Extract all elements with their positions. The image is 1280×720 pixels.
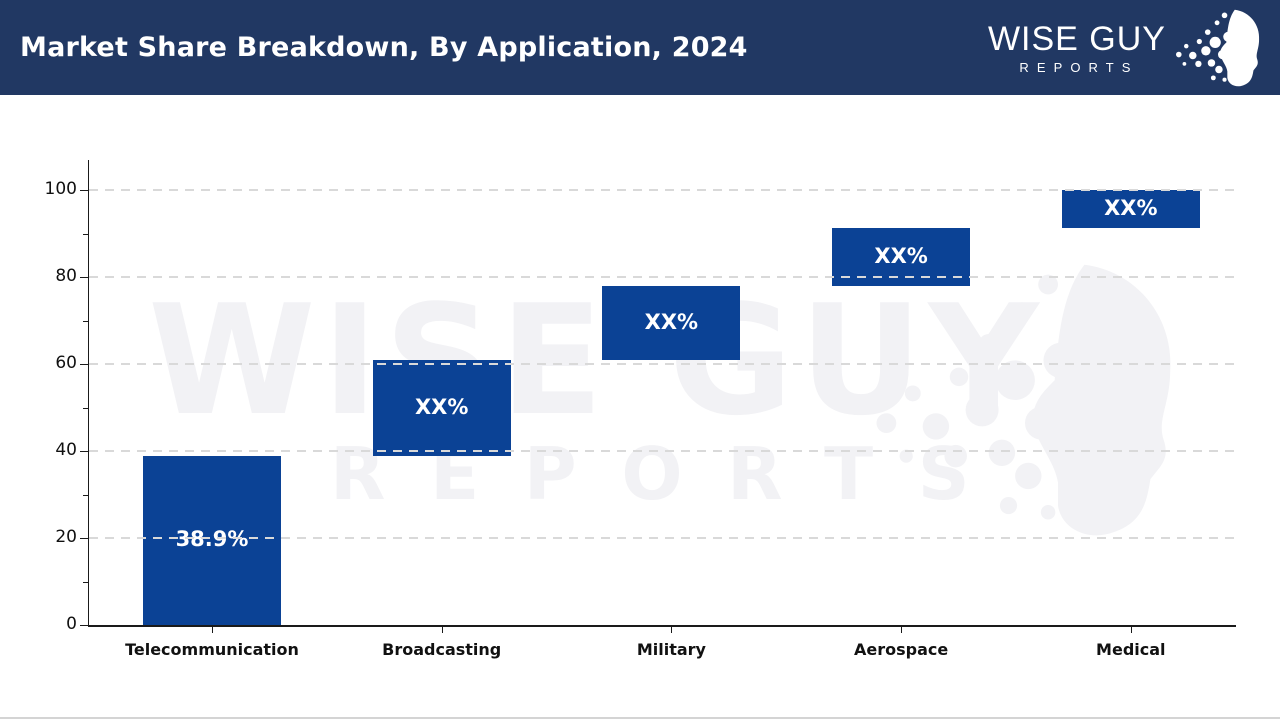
- y-tick-80: [80, 277, 88, 278]
- bar-military: XX%: [602, 285, 741, 360]
- y-minor-tick-30: [83, 494, 88, 496]
- y-tick-label-20: 20: [55, 527, 77, 547]
- wise-guy-logo: WISE GUY REPORTS: [988, 6, 1280, 90]
- plot-area: 0 20 40 60 80 100 38.9% Telecommunication XX% Bro…: [45, 160, 1236, 659]
- x-tick-2: [671, 625, 673, 633]
- x-category-label: Broadcasting: [382, 640, 502, 659]
- gridline-100: [89, 189, 1236, 191]
- bar-medical: XX%: [1061, 190, 1200, 229]
- x-category-label: Medical: [1096, 640, 1166, 659]
- y-tick-0: [80, 625, 88, 626]
- x-category-label: Telecommunication: [125, 640, 299, 659]
- x-category-label: Military: [636, 640, 706, 659]
- gridline-60: [89, 363, 1236, 365]
- bar-value-label: XX%: [644, 309, 699, 334]
- y-tick-100: [80, 190, 88, 191]
- y-tick-label-0: 0: [66, 614, 77, 634]
- logo-text: WISE GUY REPORTS: [988, 22, 1166, 74]
- y-minor-tick-90: [83, 233, 88, 235]
- y-tick-20: [80, 538, 88, 539]
- page-title: Market Share Breakdown, By Application, …: [20, 32, 748, 63]
- y-minor-tick-10: [83, 581, 88, 583]
- gridline-40: [89, 450, 1236, 452]
- x-tick-0: [212, 625, 213, 633]
- x-tick-3: [901, 625, 903, 633]
- logo-wordmark: WISE GUY: [987, 19, 1166, 58]
- x-category-label: Aerospace: [853, 640, 949, 659]
- bar-value-label: XX%: [874, 243, 928, 268]
- y-tick-label-80: 80: [55, 266, 77, 286]
- bar-value-label: 38.9%: [175, 527, 249, 552]
- gridline-80: [89, 276, 1236, 278]
- bar-telecommunication: 38.9%: [143, 455, 281, 625]
- x-tick-4: [1130, 625, 1132, 633]
- y-tick-60: [80, 364, 88, 365]
- y-tick-40: [80, 451, 88, 452]
- logo-face-dots-icon: [1176, 9, 1260, 86]
- bottom-divider: [0, 717, 1280, 719]
- bar-broadcasting: XX%: [372, 359, 511, 456]
- bar-value-label: XX%: [1104, 196, 1158, 221]
- header-band: Market Share Breakdown, By Application, …: [0, 0, 1280, 95]
- logo-subtitle: REPORTS: [1019, 59, 1139, 75]
- y-tick-label-100: 100: [44, 179, 77, 199]
- bar-value-label: XX%: [414, 394, 469, 419]
- x-tick-1: [441, 625, 443, 633]
- y-minor-tick-70: [83, 320, 88, 322]
- y-tick-label-40: 40: [55, 440, 77, 460]
- y-tick-label-60: 60: [55, 353, 77, 373]
- y-minor-tick-50: [83, 407, 88, 409]
- gridline-20: [89, 537, 1236, 539]
- watermark-face-icon: [876, 264, 1171, 536]
